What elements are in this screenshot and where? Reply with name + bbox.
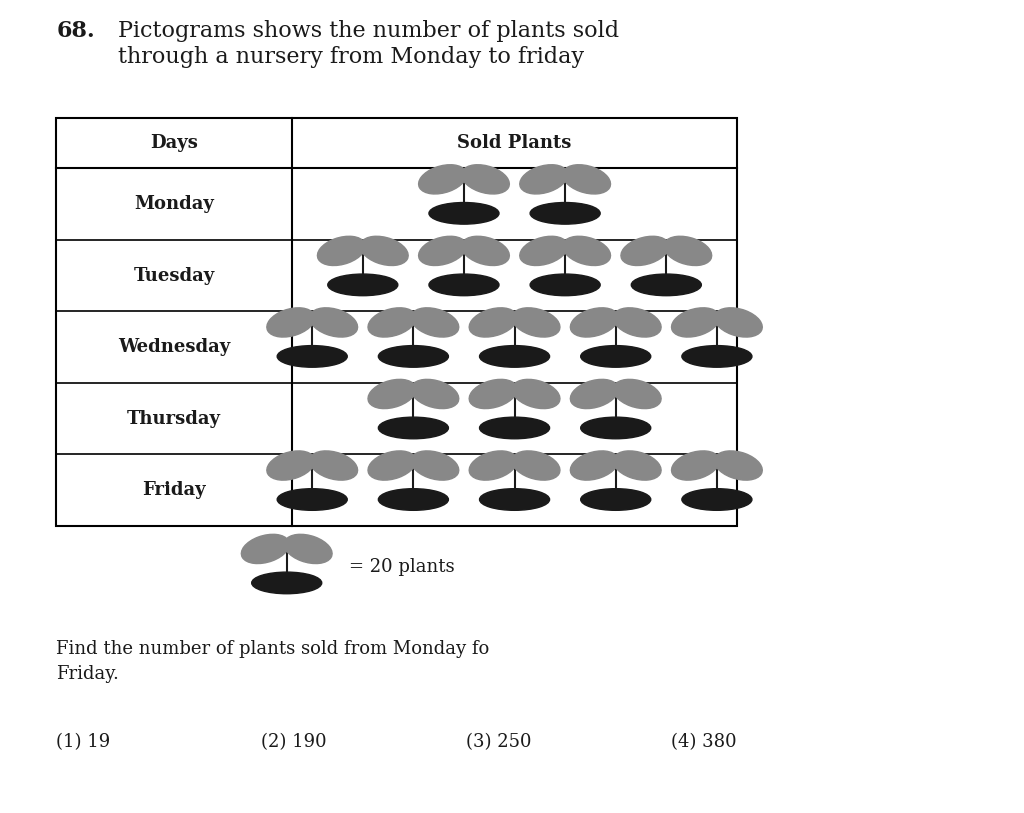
Ellipse shape (613, 380, 662, 409)
Ellipse shape (613, 308, 662, 337)
Ellipse shape (411, 451, 459, 480)
Ellipse shape (479, 489, 550, 511)
Ellipse shape (479, 346, 550, 367)
Ellipse shape (562, 165, 610, 194)
Ellipse shape (469, 308, 517, 337)
Text: = 20 plants: = 20 plants (349, 559, 455, 576)
Ellipse shape (530, 274, 600, 296)
Ellipse shape (512, 380, 560, 409)
Ellipse shape (309, 451, 357, 480)
Ellipse shape (581, 346, 651, 367)
Ellipse shape (520, 237, 567, 266)
Ellipse shape (267, 451, 314, 480)
Text: Find the number of plants sold from Monday fo
Friday.: Find the number of plants sold from Mond… (56, 640, 489, 683)
Ellipse shape (715, 451, 762, 480)
Ellipse shape (631, 274, 701, 296)
Ellipse shape (368, 308, 416, 337)
Ellipse shape (317, 237, 366, 266)
Ellipse shape (613, 451, 662, 480)
Ellipse shape (328, 274, 397, 296)
Ellipse shape (469, 451, 517, 480)
Text: Wednesday: Wednesday (118, 338, 230, 356)
Ellipse shape (570, 308, 618, 337)
Ellipse shape (570, 451, 618, 480)
Ellipse shape (252, 572, 322, 593)
Ellipse shape (267, 308, 314, 337)
Ellipse shape (419, 237, 467, 266)
Ellipse shape (462, 165, 509, 194)
Text: (1) 19: (1) 19 (56, 733, 111, 751)
Text: Thursday: Thursday (127, 410, 221, 428)
Ellipse shape (368, 380, 416, 409)
Ellipse shape (429, 274, 499, 296)
Text: Monday: Monday (134, 195, 214, 213)
Ellipse shape (462, 237, 509, 266)
Text: Pictograms shows the number of plants sold
through a nursery from Monday to frid: Pictograms shows the number of plants so… (118, 20, 618, 67)
Ellipse shape (512, 451, 560, 480)
Text: Friday: Friday (142, 481, 206, 499)
Ellipse shape (378, 489, 449, 511)
Text: Tuesday: Tuesday (133, 267, 215, 285)
Ellipse shape (570, 380, 618, 409)
Ellipse shape (672, 308, 720, 337)
Ellipse shape (520, 165, 567, 194)
Ellipse shape (512, 308, 560, 337)
Ellipse shape (360, 237, 409, 266)
Ellipse shape (278, 346, 347, 367)
Ellipse shape (419, 165, 467, 194)
Ellipse shape (411, 380, 459, 409)
Text: Sold Plants: Sold Plants (458, 134, 571, 152)
Ellipse shape (672, 451, 720, 480)
Ellipse shape (378, 346, 449, 367)
Text: (4) 380: (4) 380 (671, 733, 736, 751)
Ellipse shape (715, 308, 762, 337)
Text: Days: Days (151, 134, 198, 152)
Ellipse shape (284, 534, 332, 563)
Text: (3) 250: (3) 250 (466, 733, 531, 751)
Ellipse shape (242, 534, 290, 563)
Ellipse shape (429, 202, 499, 224)
Bar (56, 118, 737, 526)
Ellipse shape (469, 380, 517, 409)
Ellipse shape (368, 451, 416, 480)
Ellipse shape (278, 489, 347, 511)
Ellipse shape (664, 237, 712, 266)
Ellipse shape (581, 417, 651, 439)
Text: (2) 190: (2) 190 (261, 733, 327, 751)
Ellipse shape (530, 202, 600, 224)
Ellipse shape (562, 237, 610, 266)
Ellipse shape (309, 308, 357, 337)
Ellipse shape (581, 489, 651, 511)
Ellipse shape (682, 489, 752, 511)
Ellipse shape (378, 417, 449, 439)
Ellipse shape (682, 346, 752, 367)
Text: 68.: 68. (56, 20, 95, 42)
Ellipse shape (411, 308, 459, 337)
Ellipse shape (621, 237, 669, 266)
Ellipse shape (479, 417, 550, 439)
